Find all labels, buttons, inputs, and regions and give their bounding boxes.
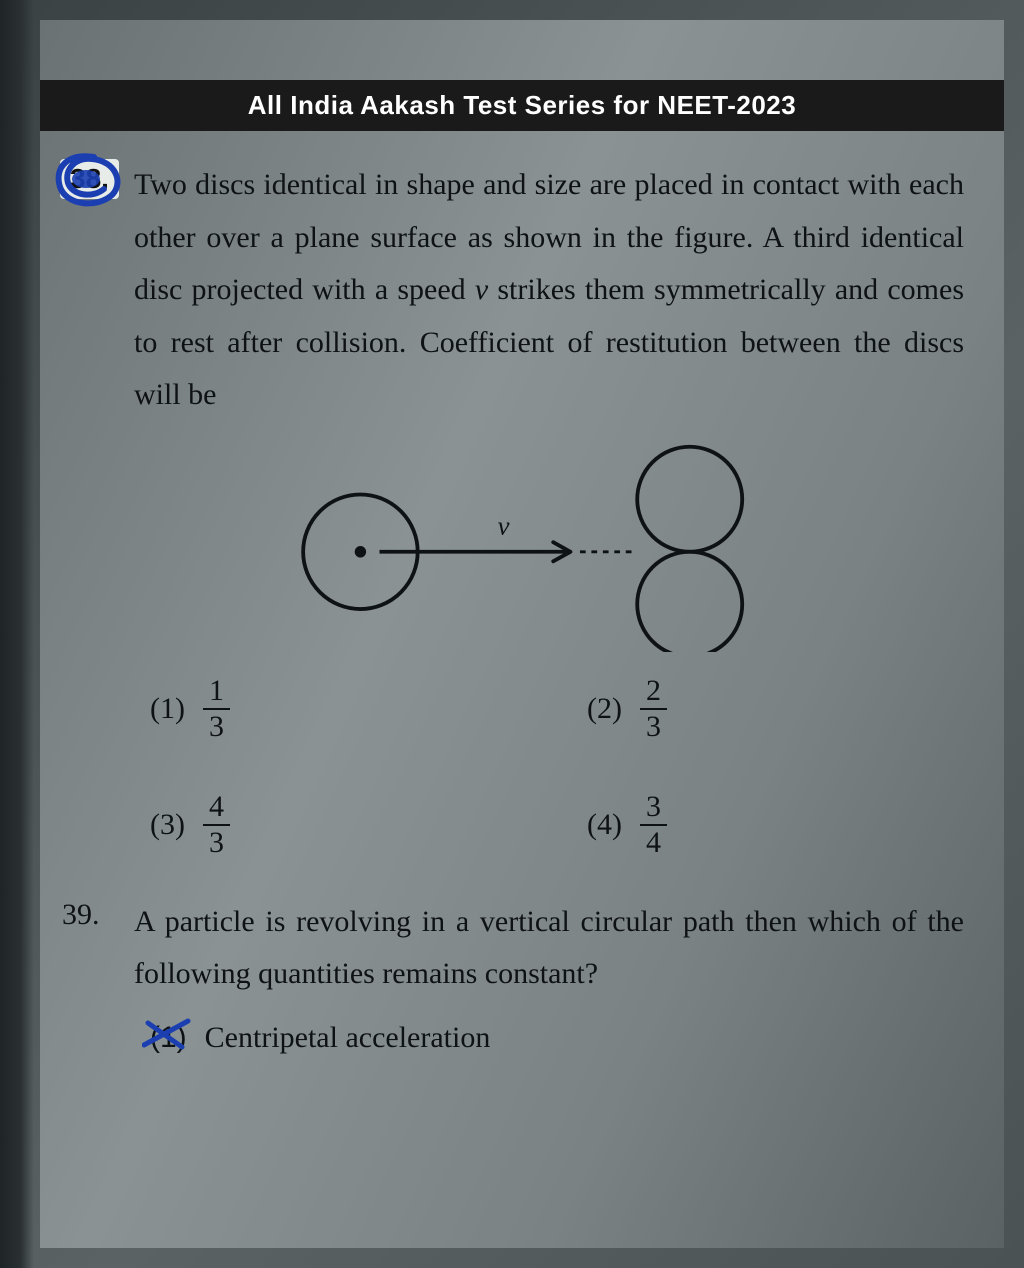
question-38-text: Two discs identical in shape and size ar… <box>134 159 964 422</box>
question-38-number-wrap: 38. <box>50 149 124 211</box>
option-2-fraction: 2 3 <box>640 674 667 744</box>
option-2-label: (2) <box>587 692 622 726</box>
question-39-text: A particle is revolving in a vertical ci… <box>134 896 964 1001</box>
option-2-num: 2 <box>640 674 667 708</box>
svg-text:v: v <box>498 510 510 540</box>
question-38: 38. Two discs identical in shape and siz… <box>110 159 964 860</box>
option-1-label: (1) <box>150 692 185 726</box>
q39-option-text: Centripetal acceleration <box>205 1021 491 1055</box>
option-2-den: 3 <box>640 710 667 744</box>
option-3-fraction: 4 3 <box>203 790 230 860</box>
option-3-den: 3 <box>203 826 230 860</box>
q38-text-v: v <box>475 273 488 306</box>
option-4-num: 3 <box>640 790 667 824</box>
question-38-options: (1) 1 3 (2) 2 3 (3) 4 <box>150 674 964 860</box>
page: All India Aakash Test Series for NEET-20… <box>40 20 1004 1248</box>
option-3-label: (3) <box>150 808 185 842</box>
option-3[interactable]: (3) 4 3 <box>150 790 527 860</box>
series-title-band: All India Aakash Test Series for NEET-20… <box>40 80 1004 131</box>
question-39-number: 39. <box>62 898 100 932</box>
option-1-num: 1 <box>203 674 230 708</box>
option-4-den: 4 <box>640 826 667 860</box>
discs-figure: v <box>257 442 817 652</box>
question-39: 39. A particle is revolving in a vertica… <box>110 896 964 1055</box>
option-1[interactable]: (1) 1 3 <box>150 674 527 744</box>
option-3-num: 4 <box>203 790 230 824</box>
question-39-option-label-struck: (1) <box>150 1021 187 1055</box>
question-38-number: 38. <box>60 159 119 199</box>
option-1-fraction: 1 3 <box>203 674 230 744</box>
question-39-option-1[interactable]: (1) Centripetal acceleration <box>150 1021 964 1055</box>
series-title: All India Aakash Test Series for NEET-20… <box>248 90 796 120</box>
binding-shadow <box>0 0 34 1268</box>
option-4-label: (4) <box>587 808 622 842</box>
option-1-den: 3 <box>203 710 230 744</box>
option-4[interactable]: (4) 3 4 <box>587 790 964 860</box>
option-4-fraction: 3 4 <box>640 790 667 860</box>
option-2[interactable]: (2) 2 3 <box>587 674 964 744</box>
pen-strike-icon <box>142 1015 200 1055</box>
